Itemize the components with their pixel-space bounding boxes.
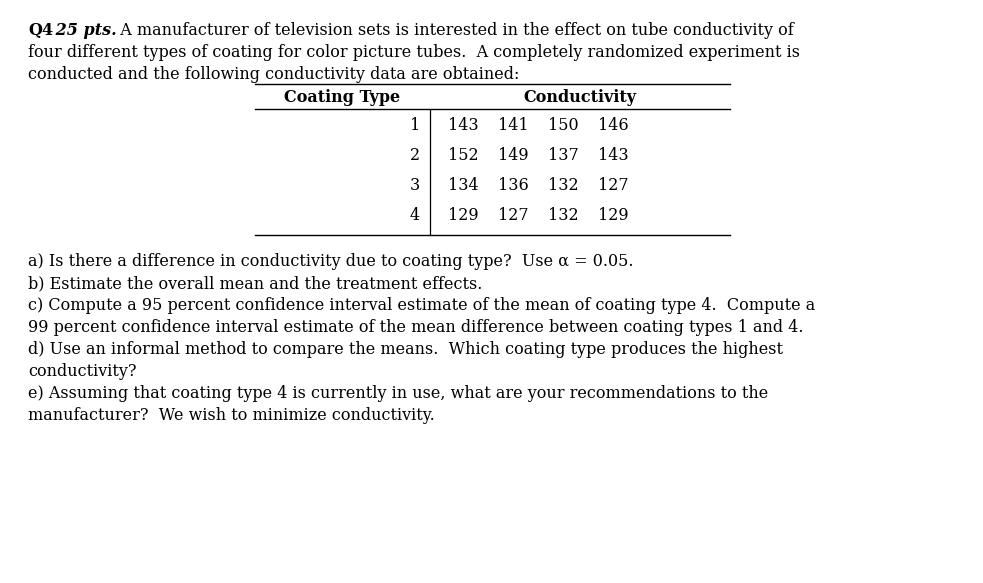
Text: 129: 129 xyxy=(598,207,628,224)
Text: e) Assuming that coating type 4 is currently in use, what are your recommendatio: e) Assuming that coating type 4 is curre… xyxy=(28,385,769,402)
Text: 127: 127 xyxy=(498,207,529,224)
Text: 132: 132 xyxy=(548,207,579,224)
Text: 132: 132 xyxy=(548,177,579,194)
Text: 137: 137 xyxy=(548,147,579,164)
Text: 134: 134 xyxy=(448,177,479,194)
Text: Coating Type: Coating Type xyxy=(284,89,400,106)
Text: 143: 143 xyxy=(598,147,628,164)
Text: 1: 1 xyxy=(410,117,420,134)
Text: a) Is there a difference in conductivity due to coating type?  Use α = 0.05.: a) Is there a difference in conductivity… xyxy=(28,253,633,270)
Text: 4: 4 xyxy=(410,207,420,224)
Text: d) Use an informal method to compare the means.  Which coating type produces the: d) Use an informal method to compare the… xyxy=(28,341,783,358)
Text: 152: 152 xyxy=(448,147,479,164)
Text: four different types of coating for color picture tubes.  A completely randomize: four different types of coating for colo… xyxy=(28,44,800,61)
Text: 127: 127 xyxy=(598,177,628,194)
Text: 150: 150 xyxy=(548,117,579,134)
Text: 141: 141 xyxy=(498,117,529,134)
Text: 136: 136 xyxy=(498,177,529,194)
Text: 3: 3 xyxy=(410,177,420,194)
Text: 149: 149 xyxy=(498,147,529,164)
Text: manufacturer?  We wish to minimize conductivity.: manufacturer? We wish to minimize conduc… xyxy=(28,407,434,424)
Text: 143: 143 xyxy=(448,117,479,134)
Text: 129: 129 xyxy=(448,207,479,224)
Text: c) Compute a 95 percent confidence interval estimate of the mean of coating type: c) Compute a 95 percent confidence inter… xyxy=(28,297,815,314)
Text: conductivity?: conductivity? xyxy=(28,363,137,380)
Text: conducted and the following conductivity data are obtained:: conducted and the following conductivity… xyxy=(28,66,519,83)
Text: b) Estimate the overall mean and the treatment effects.: b) Estimate the overall mean and the tre… xyxy=(28,275,483,292)
Text: 99 percent confidence interval estimate of the mean difference between coating t: 99 percent confidence interval estimate … xyxy=(28,319,803,336)
Text: 146: 146 xyxy=(598,117,628,134)
Text: 25 pts.: 25 pts. xyxy=(50,22,117,39)
Text: Q4: Q4 xyxy=(28,22,53,39)
Text: A manufacturer of television sets is interested in the effect on tube conductivi: A manufacturer of television sets is int… xyxy=(110,22,793,39)
Text: 2: 2 xyxy=(410,147,420,164)
Text: Conductivity: Conductivity xyxy=(524,89,637,106)
